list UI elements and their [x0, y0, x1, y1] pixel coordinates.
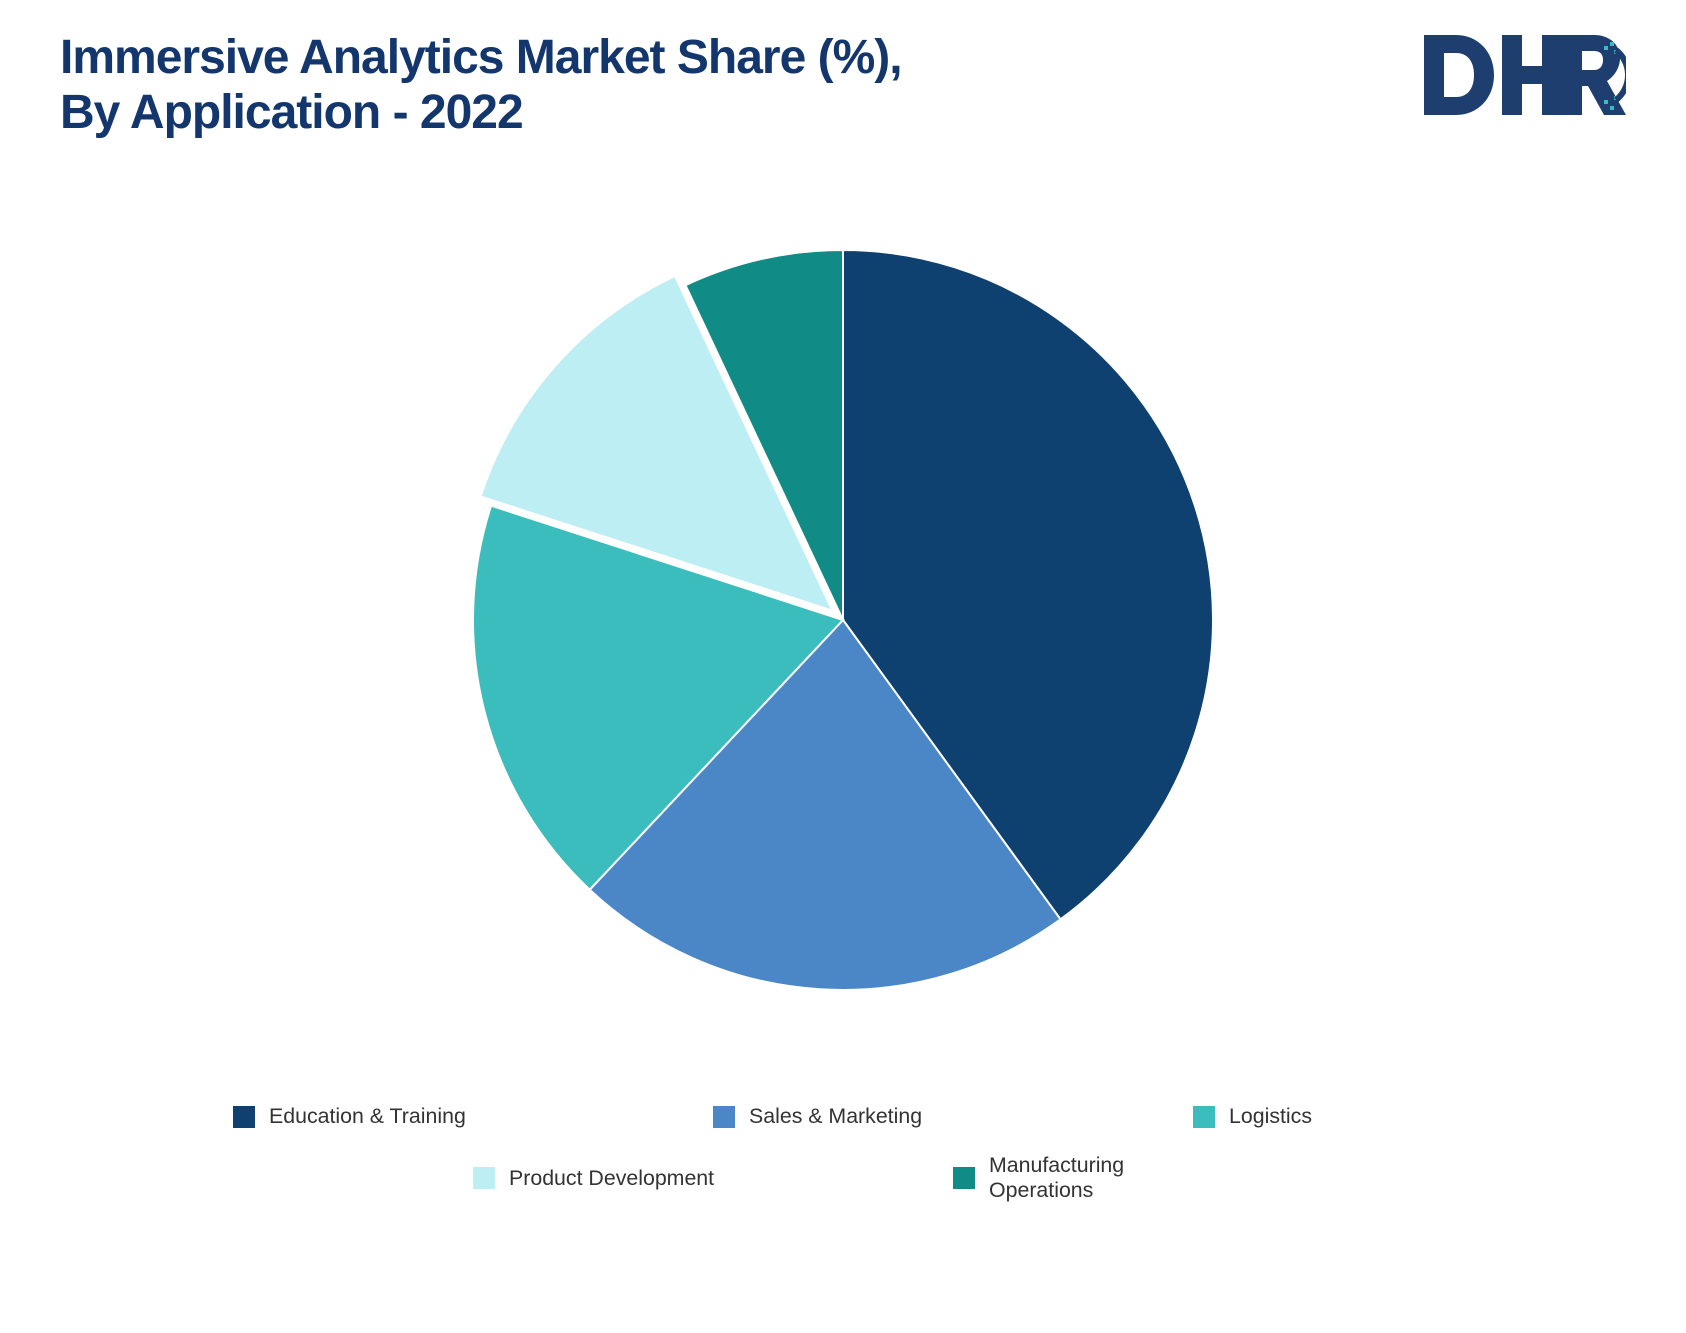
legend-swatch [1193, 1106, 1215, 1128]
chart-legend: Education & Training Sales & Marketing Log… [0, 1104, 1686, 1203]
legend-item: Education & Training [233, 1104, 493, 1129]
legend-item: Sales & Marketing [713, 1104, 973, 1129]
legend-label: Manufacturing Operations [989, 1153, 1213, 1203]
pie-chart [443, 220, 1243, 1025]
chart-title-line1: Immersive Analytics Market Share (%), [60, 30, 902, 85]
chart-title-block: Immersive Analytics Market Share (%), By… [60, 30, 902, 140]
legend-swatch [713, 1106, 735, 1128]
legend-row: Education & Training Sales & Marketing Log… [233, 1104, 1453, 1129]
legend-swatch [233, 1106, 255, 1128]
legend-item: Manufacturing Operations [953, 1153, 1213, 1203]
legend-label: Sales & Marketing [749, 1104, 922, 1129]
dhr-logo [1416, 20, 1626, 135]
chart-title-line2: By Application - 2022 [60, 85, 902, 140]
legend-label: Logistics [1229, 1104, 1312, 1129]
legend-label: Product Development [509, 1166, 714, 1191]
legend-swatch [953, 1167, 975, 1189]
legend-swatch [473, 1167, 495, 1189]
legend-label: Education & Training [269, 1104, 466, 1129]
legend-item: Logistics [1193, 1104, 1453, 1129]
pie-svg [443, 220, 1243, 1020]
legend-item: Product Development [473, 1153, 733, 1203]
legend-row: Product Development Manufacturing Operati… [473, 1153, 1213, 1203]
pie-chart-area [0, 220, 1686, 1025]
